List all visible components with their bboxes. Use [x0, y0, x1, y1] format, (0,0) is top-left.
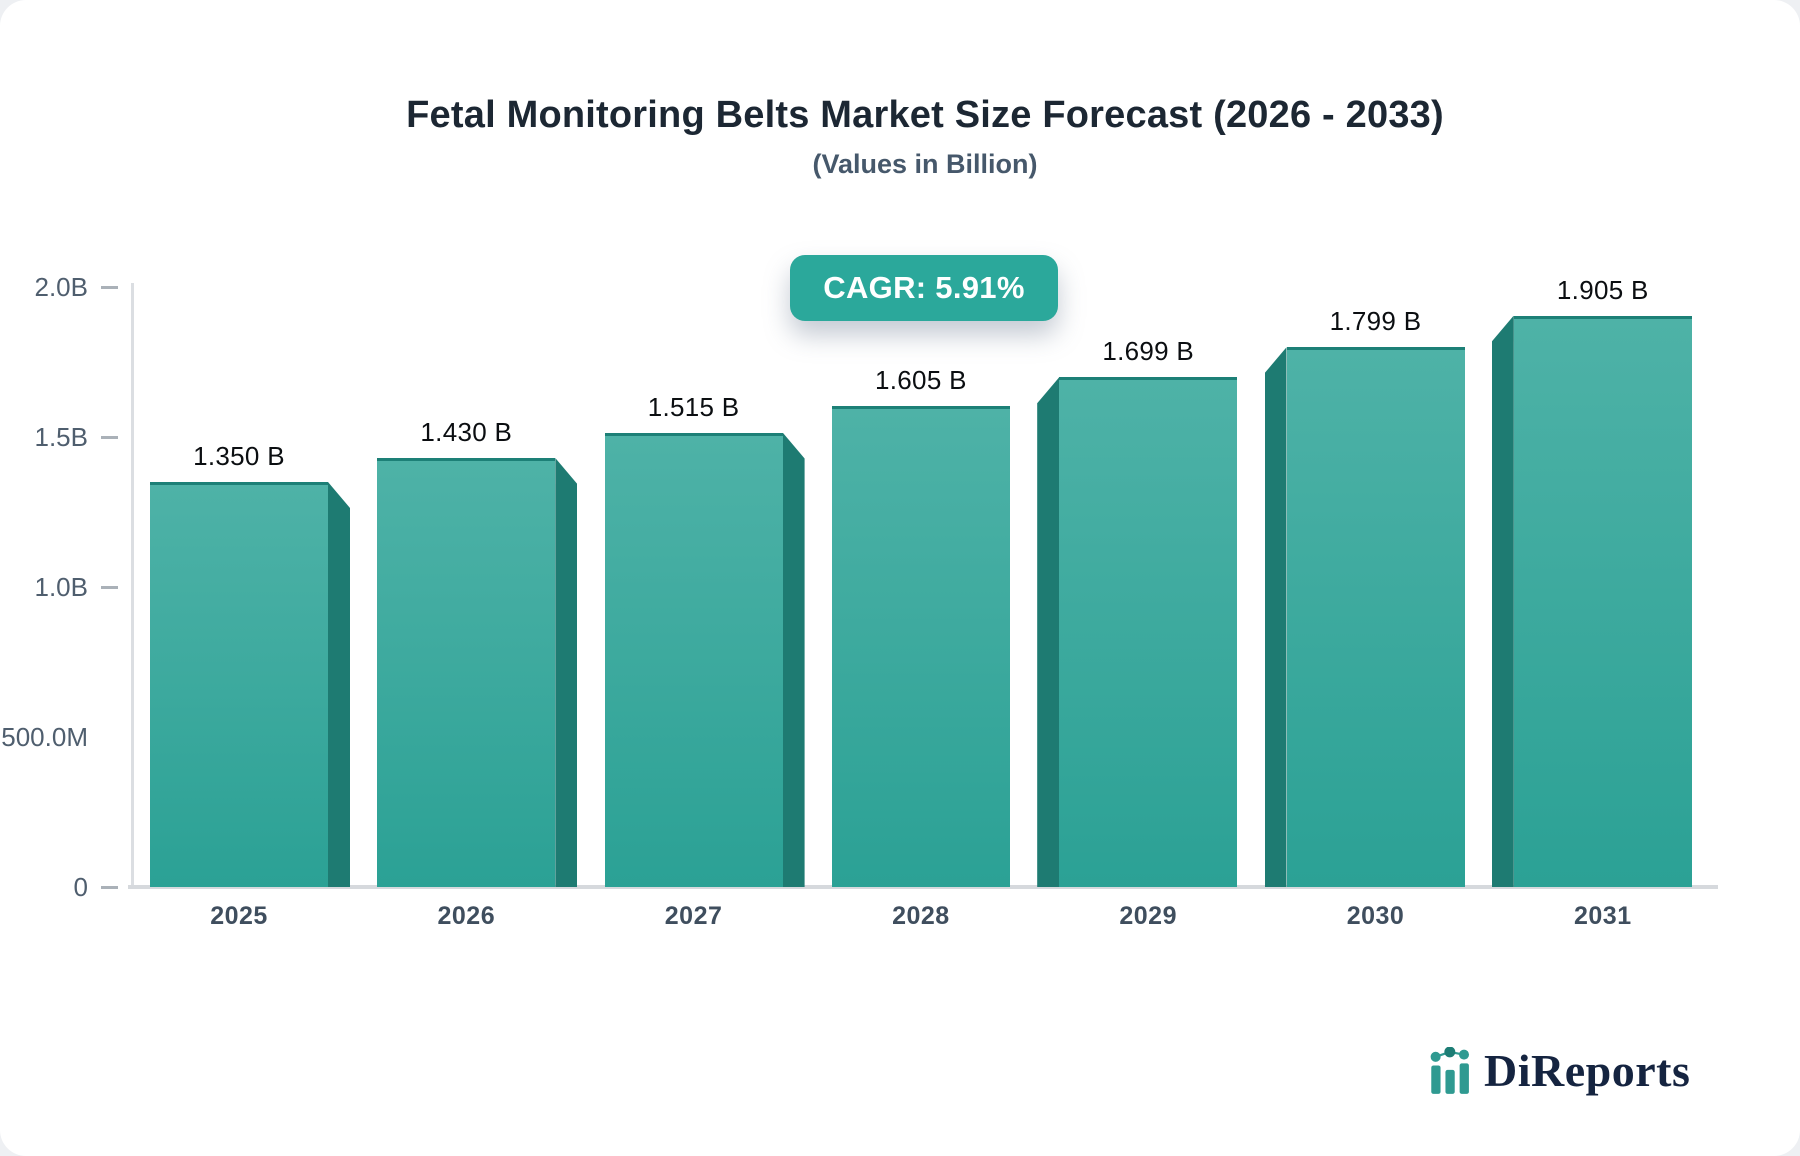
bar-2025	[150, 482, 328, 887]
bar-value-label-2025: 1.350 B	[193, 441, 285, 471]
chart-title: Fetal Monitoring Belts Market Size Forec…	[406, 94, 1444, 136]
y-tick-mark	[101, 585, 118, 589]
cagr-badge-label: CAGR: 5.91%	[823, 270, 1025, 305]
y-tick-label-2.0B: 2.0B	[34, 272, 89, 302]
bar-value-label-2029: 1.699 B	[1102, 336, 1195, 367]
x-axis-label-2031: 2031	[1573, 902, 1632, 930]
bar-2026	[377, 458, 556, 887]
bar-2028	[831, 405, 1010, 887]
x-axis-baseline	[128, 885, 1718, 889]
chart-subtitle: (Values in Billion)	[812, 149, 1038, 179]
bar-side-2025	[328, 482, 350, 887]
y-tick-label-500.0M: 500.0M	[1, 722, 88, 752]
direports-logo: DiReports	[1430, 1036, 1690, 1106]
x-axis-label-2028: 2028	[892, 902, 950, 930]
x-axis-label-2029: 2029	[1119, 902, 1177, 930]
logo-text: DiReports	[1484, 1045, 1691, 1096]
bar-side-2029	[1037, 377, 1060, 887]
bar-value-label-2027: 1.515 B	[647, 391, 740, 422]
bar-2031	[1513, 315, 1692, 887]
x-axis-label-2027: 2027	[664, 902, 723, 930]
y-tick-mark	[101, 435, 118, 439]
bar-chart-logo-icon	[1430, 1047, 1470, 1094]
x-axis-label-2026: 2026	[437, 902, 496, 930]
x-axis-label-2030: 2030	[1346, 902, 1405, 930]
x-axis-label-2025: 2025	[210, 902, 268, 930]
cagr-badge: CAGR: 5.91%	[790, 255, 1058, 321]
bar-side-2027	[782, 432, 805, 887]
bar-side-2030	[1264, 347, 1287, 887]
y-axis-line	[131, 283, 134, 889]
bar-2029	[1059, 377, 1238, 887]
bar-side-2031	[1491, 315, 1514, 887]
y-tick-mark	[101, 285, 118, 289]
y-tick-label-0: 0	[73, 872, 88, 902]
bar-value-label-2028: 1.605 B	[875, 364, 967, 395]
bar-2030	[1286, 347, 1465, 887]
bar-2027	[604, 432, 783, 887]
y-tick-label-1.0B: 1.0B	[34, 572, 89, 602]
y-tick-mark	[101, 885, 118, 889]
bar-value-label-2030: 1.799 B	[1329, 306, 1422, 337]
bar-side-2026	[555, 458, 578, 887]
y-tick-label-1.5B: 1.5B	[34, 422, 89, 452]
bar-value-label-2026: 1.430 B	[420, 417, 513, 447]
bar-value-label-2031: 1.905 B	[1556, 274, 1649, 305]
